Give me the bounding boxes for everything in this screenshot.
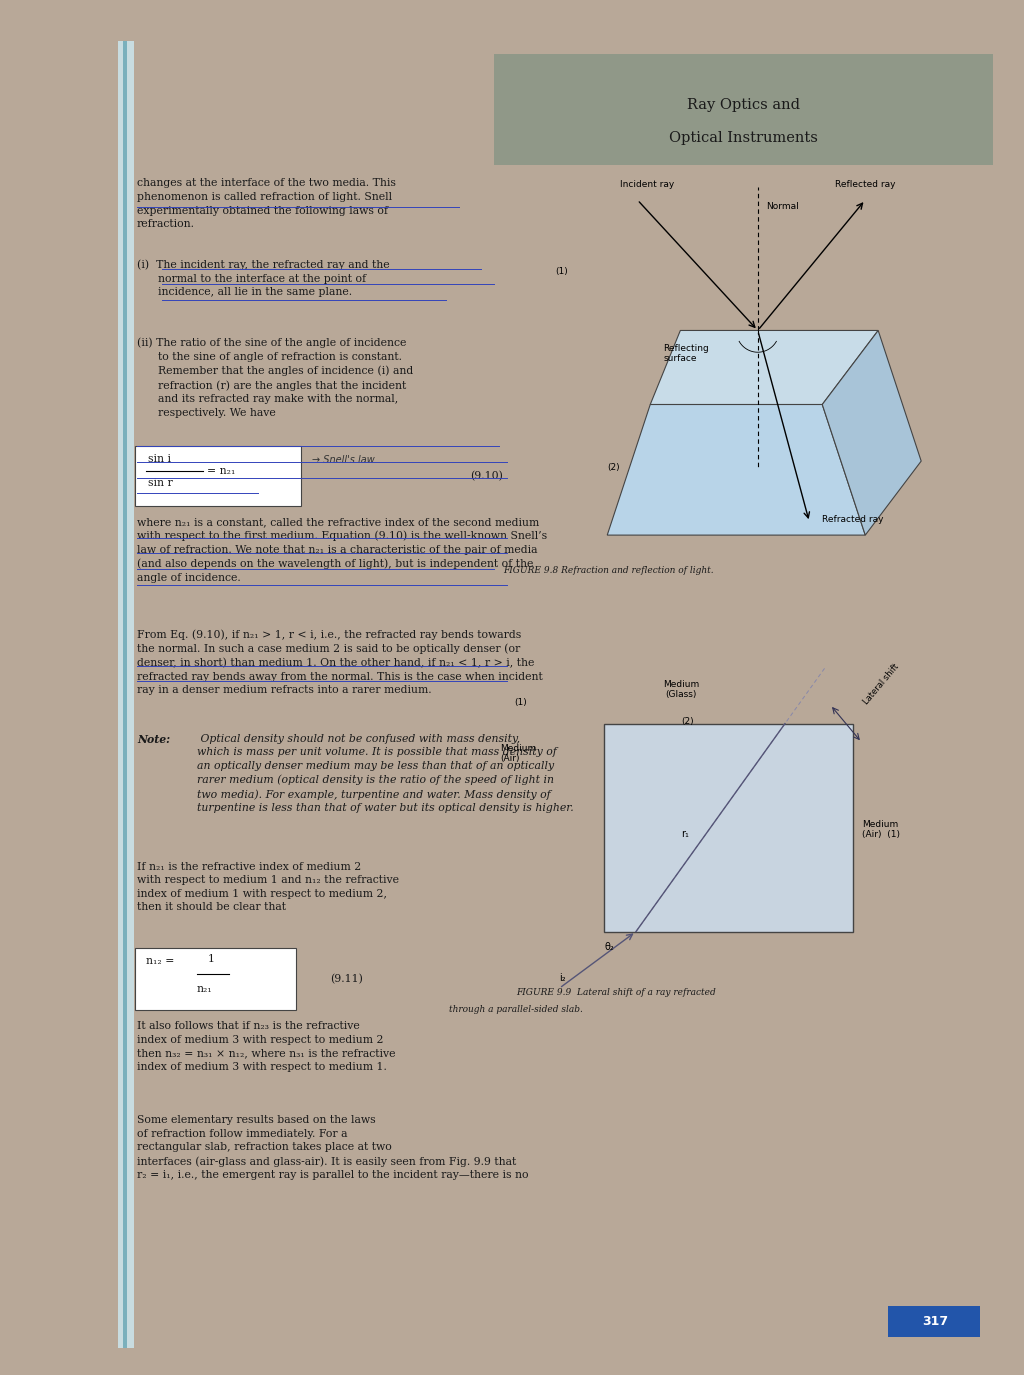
FancyBboxPatch shape — [135, 947, 296, 1011]
Bar — [888, 1306, 980, 1336]
Text: = n₂₁: = n₂₁ — [207, 466, 236, 476]
Text: sin r: sin r — [147, 477, 172, 488]
Text: θ₂: θ₂ — [604, 942, 614, 953]
Text: It also follows that if n₂₃ is the refractive
index of medium 3 with respect to : It also follows that if n₂₃ is the refra… — [137, 1022, 395, 1071]
Text: n₂₁: n₂₁ — [197, 984, 212, 994]
Text: (2): (2) — [607, 463, 620, 472]
Text: Reflected ray: Reflected ray — [836, 180, 896, 188]
FancyBboxPatch shape — [135, 447, 301, 506]
Bar — [495, 55, 993, 165]
Text: Optical Instruments: Optical Instruments — [670, 131, 818, 144]
Text: Normal: Normal — [766, 202, 799, 210]
Text: → Snell's law: → Snell's law — [312, 455, 375, 465]
Text: Medium
(Glass): Medium (Glass) — [663, 679, 699, 698]
Text: (ii) The ratio of the sine of the angle of incidence
      to the sine of angle : (ii) The ratio of the sine of the angle … — [137, 338, 414, 418]
Text: FIGURE 9.8 Refraction and reflection of light.: FIGURE 9.8 Refraction and reflection of … — [503, 566, 714, 575]
Bar — [604, 723, 853, 932]
Text: n₁₂ =: n₁₂ = — [145, 956, 174, 965]
Text: (2): (2) — [681, 716, 694, 726]
Text: (1): (1) — [556, 267, 568, 276]
Text: Lateral shift: Lateral shift — [862, 663, 901, 707]
Text: Some elementary results based on the laws
of refraction follow immediately. For : Some elementary results based on the law… — [137, 1115, 528, 1180]
Text: where n₂₁ is a constant, called the refractive index of the second medium
with r: where n₂₁ is a constant, called the refr… — [137, 517, 547, 583]
Text: Incident ray: Incident ray — [621, 180, 675, 188]
Text: (9.10): (9.10) — [470, 472, 503, 481]
Text: Medium
(Air)  (1): Medium (Air) (1) — [862, 820, 900, 839]
Bar — [123, 41, 127, 1348]
Text: Refracted ray: Refracted ray — [822, 516, 884, 524]
Text: changes at the interface of the two media. This
phenomenon is called refraction : changes at the interface of the two medi… — [137, 179, 396, 230]
Text: (i)  The incident ray, the refracted ray and the
      normal to the interface a: (i) The incident ray, the refracted ray … — [137, 260, 390, 297]
Polygon shape — [822, 330, 922, 535]
Bar — [118, 41, 133, 1348]
Text: Medium
(Air): Medium (Air) — [501, 744, 537, 763]
Polygon shape — [650, 330, 879, 404]
Text: FIGURE 9.9  Lateral shift of a ray refracted: FIGURE 9.9 Lateral shift of a ray refrac… — [516, 989, 716, 997]
Text: 1: 1 — [208, 954, 215, 964]
Text: through a parallel-sided slab.: through a parallel-sided slab. — [450, 1005, 583, 1015]
Text: 317: 317 — [923, 1314, 948, 1328]
Text: Optical density should not be confused with mass density,
which is mass per unit: Optical density should not be confused w… — [197, 734, 573, 813]
Text: From Eq. (9.10), if n₂₁ > 1, r < i, i.e., the refracted ray bends towards
the no: From Eq. (9.10), if n₂₁ > 1, r < i, i.e.… — [137, 630, 543, 696]
Text: r₁: r₁ — [681, 829, 689, 839]
Text: Ray Optics and: Ray Optics and — [687, 98, 801, 113]
Text: If n₂₁ is the refractive index of medium 2
with respect to medium 1 and n₁₂ the : If n₂₁ is the refractive index of medium… — [137, 862, 399, 913]
Text: i₂: i₂ — [559, 972, 566, 983]
Text: (1): (1) — [514, 697, 526, 707]
Text: sin i: sin i — [147, 454, 171, 463]
Text: (9.11): (9.11) — [330, 974, 362, 984]
Polygon shape — [607, 404, 865, 535]
Text: Reflecting
surface: Reflecting surface — [664, 344, 709, 363]
Text: Note:: Note: — [137, 734, 170, 745]
